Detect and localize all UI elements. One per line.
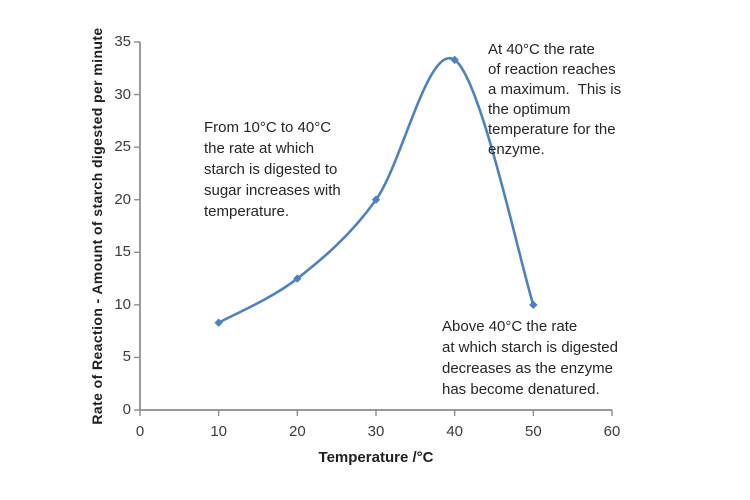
x-tick-label: 30 bbox=[367, 423, 385, 440]
x-tick-label: 60 bbox=[603, 423, 621, 440]
x-tick-label: 20 bbox=[288, 423, 306, 440]
reaction-rate-curve bbox=[217, 56, 535, 325]
y-tick-label: 30 bbox=[114, 85, 131, 103]
data-point-marker bbox=[450, 55, 459, 65]
annotation-optimum-temperature: At 40°C the rate of reaction reaches a m… bbox=[488, 41, 622, 158]
x-tick-label: 50 bbox=[524, 423, 542, 440]
y-tick-label: 10 bbox=[114, 295, 131, 313]
x-tick-label: 40 bbox=[446, 423, 463, 440]
annotation-denatured-enzyme: Above 40°C the rate at which starch is d… bbox=[442, 318, 618, 398]
y-tick-label: 5 bbox=[122, 348, 131, 366]
y-tick-label: 20 bbox=[114, 190, 131, 208]
annotation-rising-rate: From 10°C to 40°C the rate at which star… bbox=[204, 119, 341, 220]
data-point-marker bbox=[529, 300, 538, 310]
x-tick-label: 0 bbox=[135, 423, 145, 440]
y-tick-label: 0 bbox=[122, 401, 131, 418]
x-axis-title: Temperature /°C bbox=[318, 449, 434, 466]
data-point-marker bbox=[371, 195, 381, 204]
y-axis-title: Rate of Reaction - Amount of starch dige… bbox=[89, 27, 105, 425]
y-tick-label: 25 bbox=[114, 138, 131, 156]
x-tick-label: 10 bbox=[210, 423, 227, 440]
data-point-marker bbox=[214, 318, 223, 327]
y-tick-label: 35 bbox=[114, 33, 131, 50]
data-point-marker bbox=[293, 274, 302, 283]
y-tick-label: 15 bbox=[114, 243, 131, 261]
